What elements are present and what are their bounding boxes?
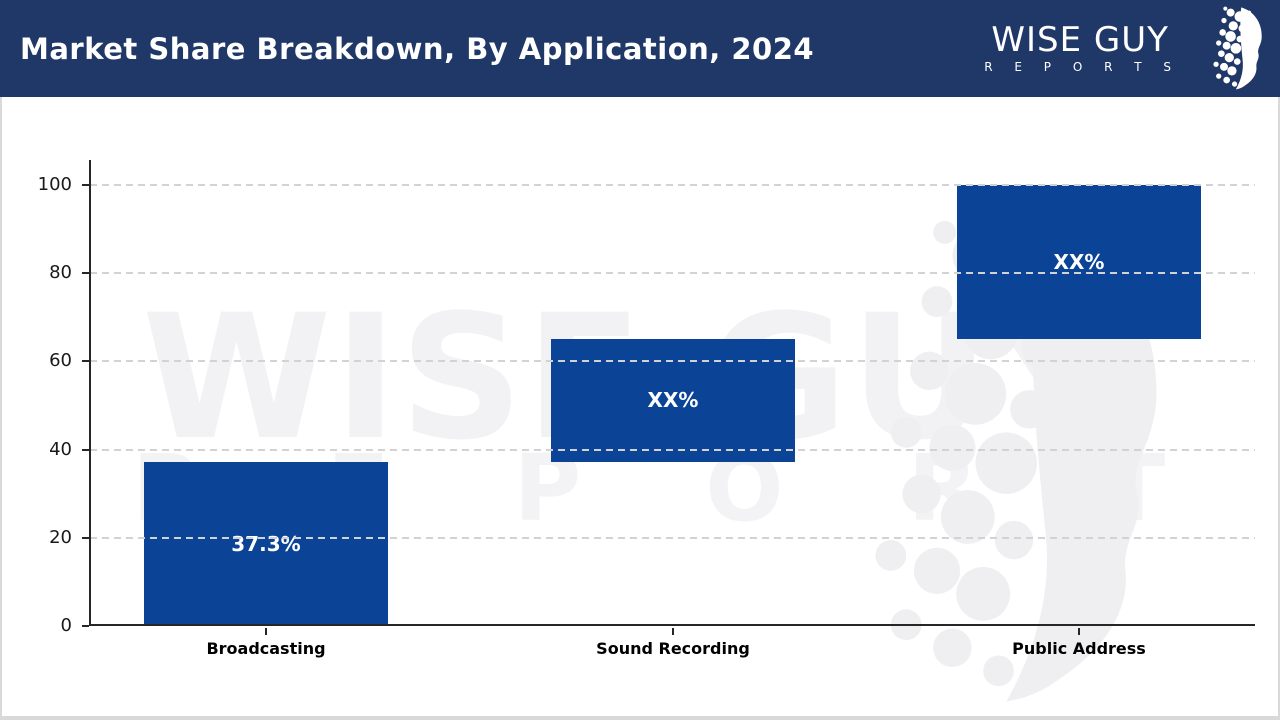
logo-subtitle: R E P O R T S xyxy=(984,60,1180,75)
brand-logo: WISE GUY R E P O R T S xyxy=(980,0,1266,97)
x-tick-0 xyxy=(265,628,267,635)
logo-wordmark: WISE GUY xyxy=(991,19,1169,60)
category-label-1: Sound Recording xyxy=(596,639,750,658)
header: Market Share Breakdown, By Application, … xyxy=(0,0,1280,97)
bar-value-label: 37.3% xyxy=(231,531,301,556)
bar-public-address: XX% xyxy=(957,185,1201,340)
y-tick-80 xyxy=(82,272,89,275)
x-tick-2 xyxy=(1078,628,1080,635)
y-tick-label-40: 40 xyxy=(49,438,72,460)
category-label-2: Public Address xyxy=(1012,639,1146,658)
bar-broadcasting: 37.3% xyxy=(144,461,388,626)
bar-value-label: XX% xyxy=(647,388,699,413)
y-tick-label-0: 0 xyxy=(60,615,72,636)
gridline-100 xyxy=(90,184,1255,186)
gridline-60 xyxy=(90,360,1255,363)
x-axis-line xyxy=(89,624,1255,626)
chart-area: WISE GUY R E P O R T S 02040608010037.3%… xyxy=(0,97,1280,720)
y-tick-40 xyxy=(82,448,89,451)
logo-face-icon xyxy=(1213,6,1262,89)
y-tick-label-20: 20 xyxy=(49,526,72,548)
y-axis-line xyxy=(89,160,91,626)
y-tick-label-80: 80 xyxy=(49,262,72,284)
y-tick-60 xyxy=(82,360,89,363)
gridline-20 xyxy=(90,536,1255,539)
logo-text: WISE GUY R E P O R T S xyxy=(980,19,1180,75)
gridline-40 xyxy=(90,448,1255,451)
category-label-0: Broadcasting xyxy=(206,639,326,658)
y-tick-label-100: 100 xyxy=(37,174,72,195)
bar-sound-recording: XX% xyxy=(551,339,795,462)
x-tick-1 xyxy=(672,628,674,635)
page-title: Market Share Breakdown, By Application, … xyxy=(20,31,815,66)
y-tick-0 xyxy=(82,625,89,627)
y-tick-label-60: 60 xyxy=(49,350,72,372)
gridline-80 xyxy=(90,272,1255,275)
y-tick-100 xyxy=(82,184,89,186)
bar-value-label: XX% xyxy=(1053,250,1105,275)
y-tick-20 xyxy=(82,536,89,539)
